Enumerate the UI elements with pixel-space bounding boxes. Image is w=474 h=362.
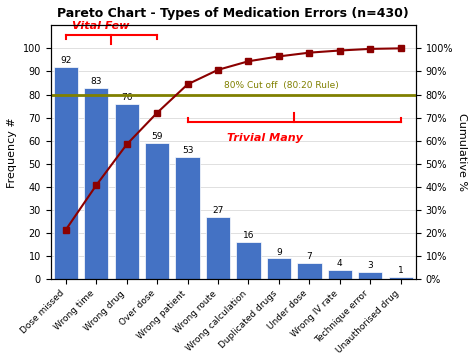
Bar bbox=[297, 263, 321, 279]
Text: 76: 76 bbox=[121, 93, 132, 102]
Text: Vital Few: Vital Few bbox=[72, 21, 129, 31]
Text: 83: 83 bbox=[91, 77, 102, 86]
Text: 80% Cut off  (80:20 Rule): 80% Cut off (80:20 Rule) bbox=[224, 81, 339, 90]
Bar bbox=[267, 258, 291, 279]
Text: 1: 1 bbox=[398, 266, 403, 275]
Bar bbox=[237, 242, 261, 279]
Bar bbox=[328, 270, 352, 279]
Text: 27: 27 bbox=[212, 206, 224, 215]
Text: Trivial Many: Trivial Many bbox=[227, 132, 303, 143]
Bar bbox=[145, 143, 169, 279]
Text: 92: 92 bbox=[60, 56, 72, 65]
Bar bbox=[389, 277, 413, 279]
Bar bbox=[175, 157, 200, 279]
Text: 9: 9 bbox=[276, 248, 282, 257]
Text: 7: 7 bbox=[307, 252, 312, 261]
Bar bbox=[115, 104, 139, 279]
Bar bbox=[84, 88, 109, 279]
Text: 53: 53 bbox=[182, 146, 193, 155]
Text: 16: 16 bbox=[243, 231, 254, 240]
Bar bbox=[54, 67, 78, 279]
Text: 59: 59 bbox=[151, 132, 163, 141]
Y-axis label: Cumulative %: Cumulative % bbox=[457, 113, 467, 191]
Bar bbox=[358, 272, 383, 279]
Title: Pareto Chart - Types of Medication Errors (n=430): Pareto Chart - Types of Medication Error… bbox=[57, 7, 409, 20]
Text: 3: 3 bbox=[367, 261, 373, 270]
Bar bbox=[206, 217, 230, 279]
Text: 4: 4 bbox=[337, 259, 343, 268]
Y-axis label: Frequency #: Frequency # bbox=[7, 117, 17, 188]
